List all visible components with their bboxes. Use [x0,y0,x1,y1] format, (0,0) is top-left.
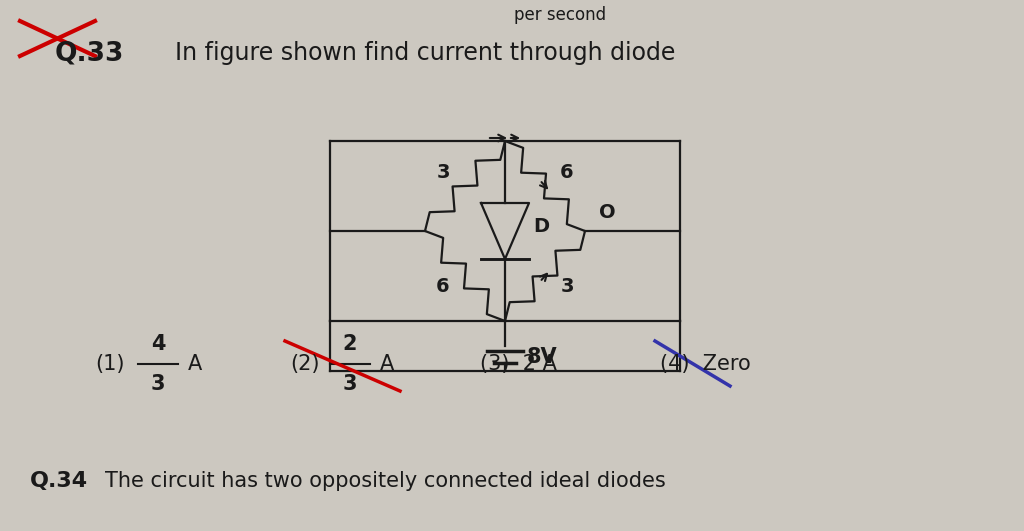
Text: (4)  Zero: (4) Zero [660,354,751,374]
Text: A: A [188,354,203,374]
Text: (2): (2) [290,354,319,374]
Text: 6: 6 [560,162,573,182]
Text: A: A [380,354,394,374]
Text: 2: 2 [343,334,357,354]
Text: 4: 4 [151,334,165,354]
Text: per second: per second [514,6,606,24]
Text: 3: 3 [436,162,450,182]
Text: 3: 3 [343,374,357,394]
Text: (1): (1) [95,354,125,374]
Text: (3)  2 A: (3) 2 A [480,354,557,374]
Text: 3: 3 [151,374,165,394]
Text: The circuit has two oppositely connected ideal diodes: The circuit has two oppositely connected… [105,471,666,491]
Text: In figure shown find current through diode: In figure shown find current through dio… [175,41,676,65]
Text: D: D [534,217,549,236]
Text: 6: 6 [436,277,450,295]
Text: 8V: 8V [527,347,558,367]
Text: Q.34: Q.34 [30,471,88,491]
Text: O: O [599,203,615,222]
Text: Q.33: Q.33 [55,41,124,67]
Text: 3: 3 [560,277,573,295]
